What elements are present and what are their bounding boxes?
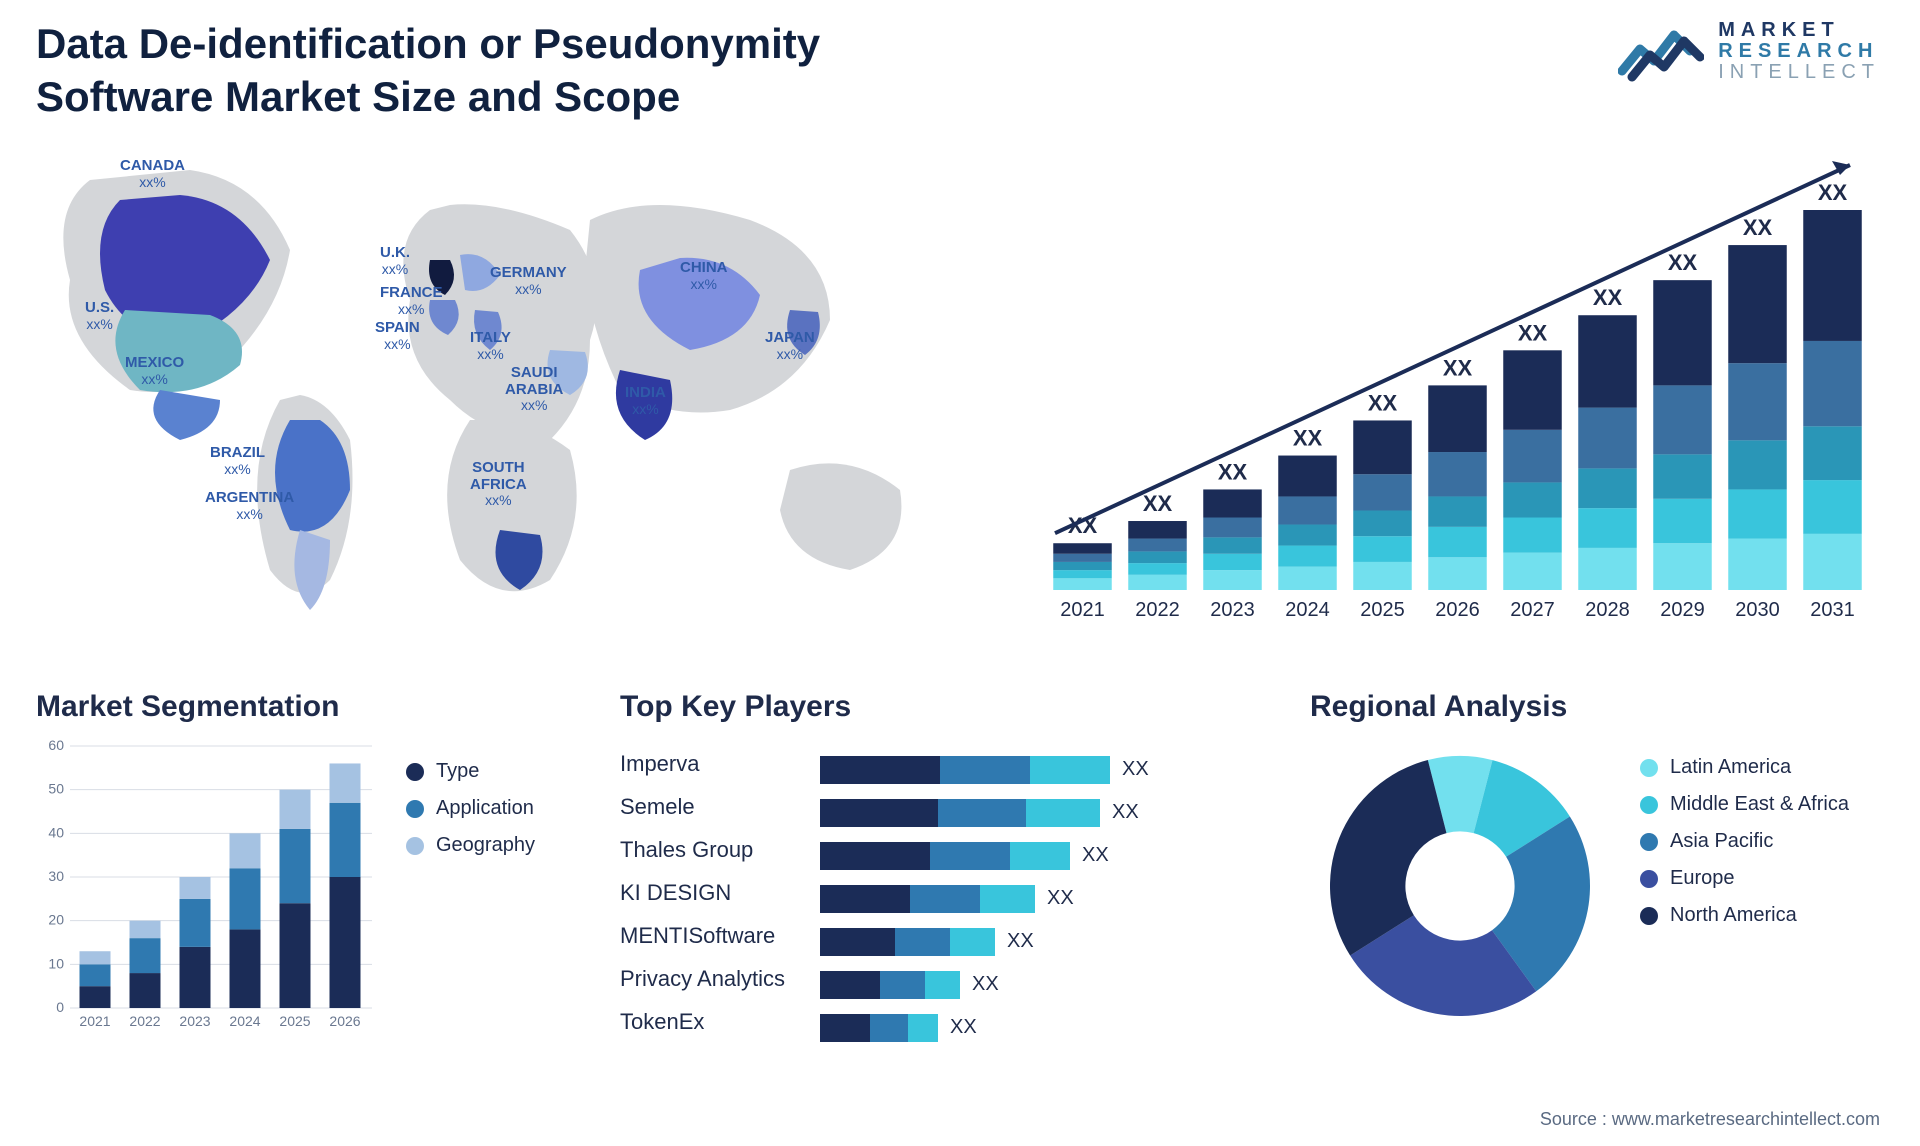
logo-text-3: INTELLECT [1718, 62, 1880, 83]
svg-text:XX: XX [1293, 426, 1323, 451]
map-label-u-k-: U.K.xx% [380, 245, 410, 277]
regional-title: Regional Analysis [1310, 690, 1890, 724]
legend-item-type: Type [406, 760, 535, 783]
map-label-china: CHINAxx% [680, 260, 728, 292]
svg-text:2023: 2023 [179, 1013, 210, 1029]
player-bar-row: XX [820, 834, 1260, 877]
map-label-saudi-arabia: SAUDIARABIAxx% [505, 365, 563, 413]
logo-text-2: RESEARCH [1718, 41, 1880, 62]
svg-text:XX: XX [1668, 250, 1698, 275]
player-name: Imperva [620, 742, 785, 785]
brand-logo: MARKET RESEARCH INTELLECT [1618, 20, 1880, 83]
region-legend-item: Europe [1640, 867, 1849, 890]
map-label-japan: JAPANxx% [765, 330, 815, 362]
region-legend-item: Asia Pacific [1640, 830, 1849, 853]
region-legend-item: Latin America [1640, 756, 1849, 779]
svg-text:2025: 2025 [1360, 599, 1405, 621]
map-label-argentina: ARGENTINAxx% [205, 490, 294, 522]
region-legend-item: Middle East & Africa [1640, 793, 1849, 816]
player-name: TokenEx [620, 1000, 785, 1043]
segmentation-chart: 0 10 20 30 40 50 60 2021 2022 2023 2024 2025 2026 [36, 736, 376, 1036]
players-list: ImpervaSemeleThales GroupKI DESIGNMENTIS… [620, 742, 785, 1043]
map-label-india: INDIAxx% [625, 385, 666, 417]
svg-text:XX: XX [1518, 320, 1548, 345]
player-bar-row: XX [820, 791, 1260, 834]
svg-text:XX: XX [1593, 285, 1623, 310]
svg-text:0: 0 [56, 999, 64, 1015]
svg-text:XX: XX [1368, 390, 1398, 415]
world-map: CANADAxx% U.S.xx% MEXICOxx% BRAZILxx% ARGENT… [30, 140, 950, 640]
svg-text:2030: 2030 [1735, 599, 1780, 621]
map-label-u-s-: U.S.xx% [85, 300, 114, 332]
page-title: Data De-identification or Pseudonymity S… [36, 18, 936, 123]
svg-text:2031: 2031 [1810, 599, 1855, 621]
logo-mark-icon [1618, 21, 1704, 83]
svg-text:2027: 2027 [1510, 599, 1555, 621]
player-name: MENTISoftware [620, 914, 785, 957]
player-bar-row: XX [820, 748, 1260, 791]
growth-chart: XX 2021 XX 2022 XX 2023 XX 2024 XX 2025 XX 2026 XX 20… [1020, 150, 1880, 630]
svg-text:2023: 2023 [1210, 599, 1255, 621]
svg-text:2022: 2022 [1135, 599, 1180, 621]
region-legend-item: North America [1640, 904, 1849, 927]
players-bars: XXXXXXXXXXXXXX [820, 748, 1260, 1049]
legend-item-application: Application [406, 797, 535, 820]
svg-text:20: 20 [48, 912, 64, 928]
legend-item-geography: Geography [406, 834, 535, 857]
segmentation-legend: Type Application Geography [406, 760, 535, 871]
svg-text:2024: 2024 [229, 1013, 260, 1029]
svg-text:2021: 2021 [1060, 599, 1105, 621]
regional-donut [1310, 736, 1610, 1036]
svg-text:50: 50 [48, 781, 64, 797]
map-label-brazil: BRAZILxx% [210, 445, 265, 477]
svg-text:2026: 2026 [329, 1013, 360, 1029]
svg-text:XX: XX [1743, 215, 1773, 240]
player-bar-row: XX [820, 920, 1260, 963]
player-name: Privacy Analytics [620, 957, 785, 1000]
svg-text:2026: 2026 [1435, 599, 1480, 621]
map-label-france: FRANCExx% [380, 285, 443, 317]
players-title: Top Key Players [620, 690, 1260, 724]
source-line: Source : www.marketresearchintellect.com [1540, 1109, 1880, 1130]
svg-text:XX: XX [1443, 355, 1473, 380]
svg-text:40: 40 [48, 824, 64, 840]
svg-text:30: 30 [48, 868, 64, 884]
player-bar-row: XX [820, 877, 1260, 920]
segmentation-title: Market Segmentation [36, 690, 586, 724]
map-label-mexico: MEXICOxx% [125, 355, 184, 387]
player-name: Thales Group [620, 828, 785, 871]
svg-text:60: 60 [48, 737, 64, 753]
map-label-south-africa: SOUTHAFRICAxx% [470, 460, 527, 508]
svg-text:10: 10 [48, 955, 64, 971]
regional-legend: Latin America Middle East & Africa Asia Pa… [1640, 736, 1849, 941]
svg-text:XX: XX [1143, 491, 1173, 516]
svg-text:2021: 2021 [79, 1013, 110, 1029]
logo-text-1: MARKET [1718, 20, 1880, 41]
player-bar-row: XX [820, 1006, 1260, 1049]
svg-text:2022: 2022 [129, 1013, 160, 1029]
svg-text:2028: 2028 [1585, 599, 1630, 621]
player-bar-row: XX [820, 963, 1260, 1006]
svg-text:XX: XX [1218, 459, 1248, 484]
player-name: Semele [620, 785, 785, 828]
regional-panel: Regional Analysis Latin America Middle Ea… [1310, 690, 1890, 1036]
map-label-germany: GERMANYxx% [490, 265, 567, 297]
segmentation-panel: Market Segmentation 0 10 20 30 40 50 60 2021 202… [36, 690, 586, 1036]
svg-text:2024: 2024 [1285, 599, 1330, 621]
svg-text:2025: 2025 [279, 1013, 310, 1029]
map-label-canada: CANADAxx% [120, 158, 185, 190]
players-panel: Top Key Players ImpervaSemeleThales Grou… [620, 690, 1260, 736]
svg-text:2029: 2029 [1660, 599, 1705, 621]
map-label-italy: ITALYxx% [470, 330, 511, 362]
map-label-spain: SPAINxx% [375, 320, 420, 352]
svg-text:XX: XX [1818, 180, 1848, 205]
player-name: KI DESIGN [620, 871, 785, 914]
